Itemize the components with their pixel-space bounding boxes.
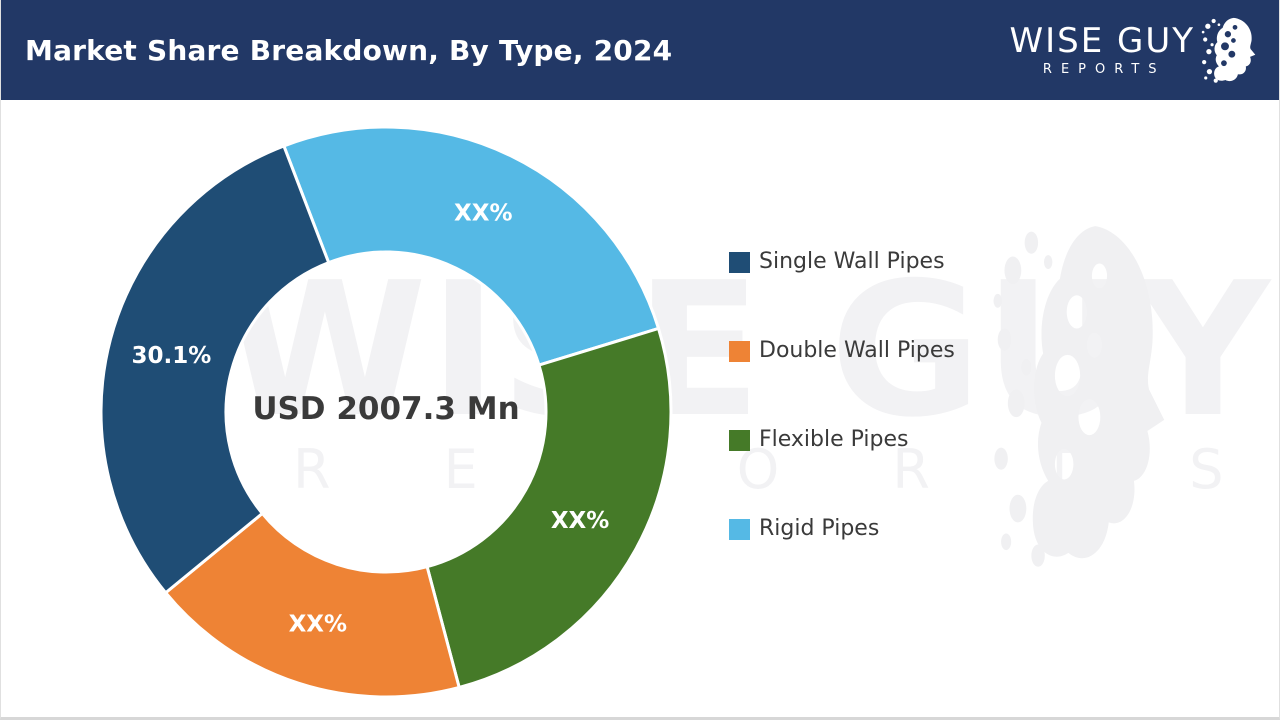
logo-text: WISE GUY REPORTS xyxy=(1009,24,1195,76)
legend-label: Single Wall Pipes xyxy=(759,249,945,274)
page-title: Market Share Breakdown, By Type, 2024 xyxy=(25,33,673,67)
slice-percent-label: XX% xyxy=(551,508,610,534)
legend-swatch xyxy=(729,340,750,362)
donut-slice-double-wall-pipes xyxy=(163,511,462,699)
slice-percent-label: XX% xyxy=(454,200,513,226)
legend-label: Double Wall Pipes xyxy=(759,338,955,363)
donut-chart: XX% XX% XX% 30.1% xyxy=(99,125,673,699)
wise-guy-face-icon xyxy=(1201,17,1256,83)
chart-area: WISE GUY R E P O R T S XX% XX% XX% 30.1% US… xyxy=(1,100,1279,717)
wise-guy-logo: WISE GUY REPORTS xyxy=(1009,14,1259,86)
watermark-face-icon xyxy=(993,226,1165,567)
legend: Single Wall Pipes Double Wall Pipes Flexib… xyxy=(729,250,955,606)
logo-wordmark: WISE GUY xyxy=(1009,21,1195,61)
legend-item-rigid-pipes: Rigid Pipes xyxy=(729,517,955,541)
legend-label: Flexible Pipes xyxy=(759,427,909,452)
legend-swatch xyxy=(729,429,750,451)
logo-subtitle: REPORTS xyxy=(1042,62,1166,77)
header: Market Share Breakdown, By Type, 2024 WI… xyxy=(1,0,1279,100)
donut-slice-single-wall-pipes xyxy=(99,143,331,595)
chart-center-value: USD 2007.3 Mn xyxy=(252,391,520,427)
donut-slice-flexible-pipes xyxy=(425,326,673,690)
legend-swatch xyxy=(729,251,750,273)
donut-slice-rigid-pipes xyxy=(281,125,661,367)
slice-percent-label: XX% xyxy=(289,611,348,637)
legend-item-double-wall-pipes: Double Wall Pipes xyxy=(729,339,955,363)
legend-swatch xyxy=(729,518,750,540)
legend-label: Rigid Pipes xyxy=(759,516,880,541)
legend-item-single-wall-pipes: Single Wall Pipes xyxy=(729,250,955,274)
legend-item-flexible-pipes: Flexible Pipes xyxy=(729,428,955,452)
slice-percent-label: 30.1% xyxy=(131,343,211,369)
